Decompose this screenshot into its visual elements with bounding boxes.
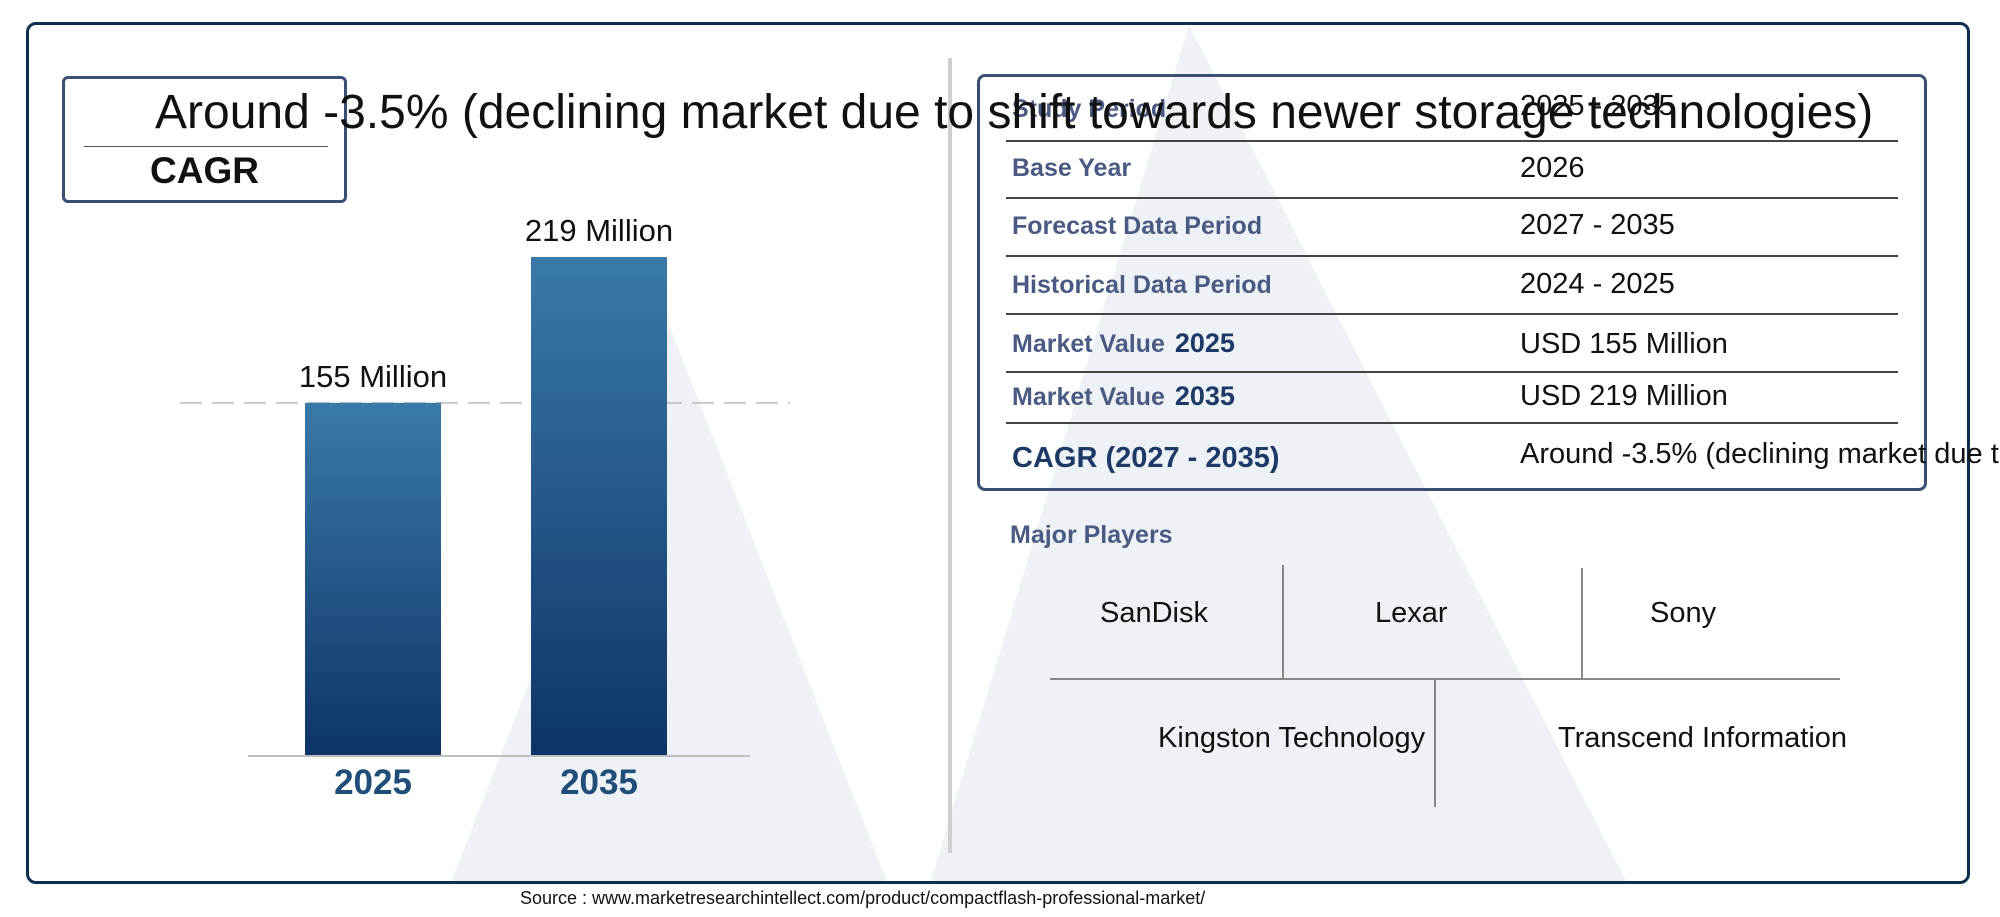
cagr-box (62, 76, 347, 203)
cagr-label: CAGR (150, 150, 259, 191)
row-divider (1006, 371, 1898, 373)
row-divider (1006, 255, 1898, 257)
row-value-forecast-period: 2027 - 2035 (1520, 209, 1675, 241)
headline-cagr-text: Around -3.5% (declining market due to sh… (155, 86, 1874, 139)
player-lexar: Lexar (1375, 597, 1448, 629)
players-divider (1581, 568, 1583, 678)
player-sony: Sony (1650, 597, 1717, 629)
bar-2025 (305, 402, 441, 756)
row-value-base-year: 2026 (1520, 152, 1585, 184)
row-value-historical-period: 2024 - 2025 (1520, 268, 1675, 300)
x-tick-2025: 2025 (334, 763, 412, 802)
players-divider (1050, 678, 1840, 680)
row-value-study-period: 2025 - 2035 (1520, 90, 1675, 122)
data-label-2025: 155 Million (299, 359, 447, 394)
players-divider (1434, 680, 1436, 807)
row-label-cagr: CAGR (2027 - 2035) (1012, 442, 1280, 474)
row-label-text: Market Value (1012, 330, 1165, 358)
player-transcend-information: Transcend Information (1558, 722, 1848, 754)
x-tick-2035: 2035 (560, 763, 638, 802)
player-sandisk: SanDisk (1100, 597, 1208, 629)
data-label-2035: 219 Million (525, 213, 673, 248)
players-divider (1282, 565, 1284, 678)
major-players-title: Major Players (1010, 521, 1173, 549)
row-value-market-value-2025: USD 155 Million (1520, 328, 1728, 360)
row-value-market-value-2035: USD 219 Million (1520, 380, 1728, 412)
row-label-year: 2025 (1174, 328, 1235, 358)
row-divider (1006, 197, 1898, 199)
vertical-divider (948, 58, 952, 853)
row-label-forecast-period: Forecast Data Period (1012, 212, 1263, 240)
source-text: Source : www.marketresearchintellect.com… (520, 888, 1206, 908)
row-value-cagr: Around -3.5% (declining market due to sh… (1520, 438, 2000, 470)
cagr-divider (84, 146, 328, 147)
row-label-historical-period: Historical Data Period (1012, 271, 1272, 299)
bar-chart: 155 Million 219 Million 2025 2035 (180, 213, 790, 802)
bar-2035 (531, 257, 667, 756)
row-label-year: 2035 (1174, 381, 1235, 411)
row-label-market-value-2025: Market Value 2025 (1012, 328, 1235, 359)
row-label-text: Market Value (1012, 383, 1165, 411)
row-label-base-year: Base Year (1012, 154, 1132, 182)
info-table-box (977, 74, 1927, 491)
row-label-study-period: Study Period (1012, 95, 1167, 123)
row-divider (1006, 140, 1898, 142)
row-label-market-value-2035: Market Value 2035 (1012, 381, 1235, 412)
row-divider (1006, 422, 1898, 424)
row-divider (1006, 313, 1898, 315)
player-kingston-technology: Kingston Technology (1158, 722, 1426, 754)
